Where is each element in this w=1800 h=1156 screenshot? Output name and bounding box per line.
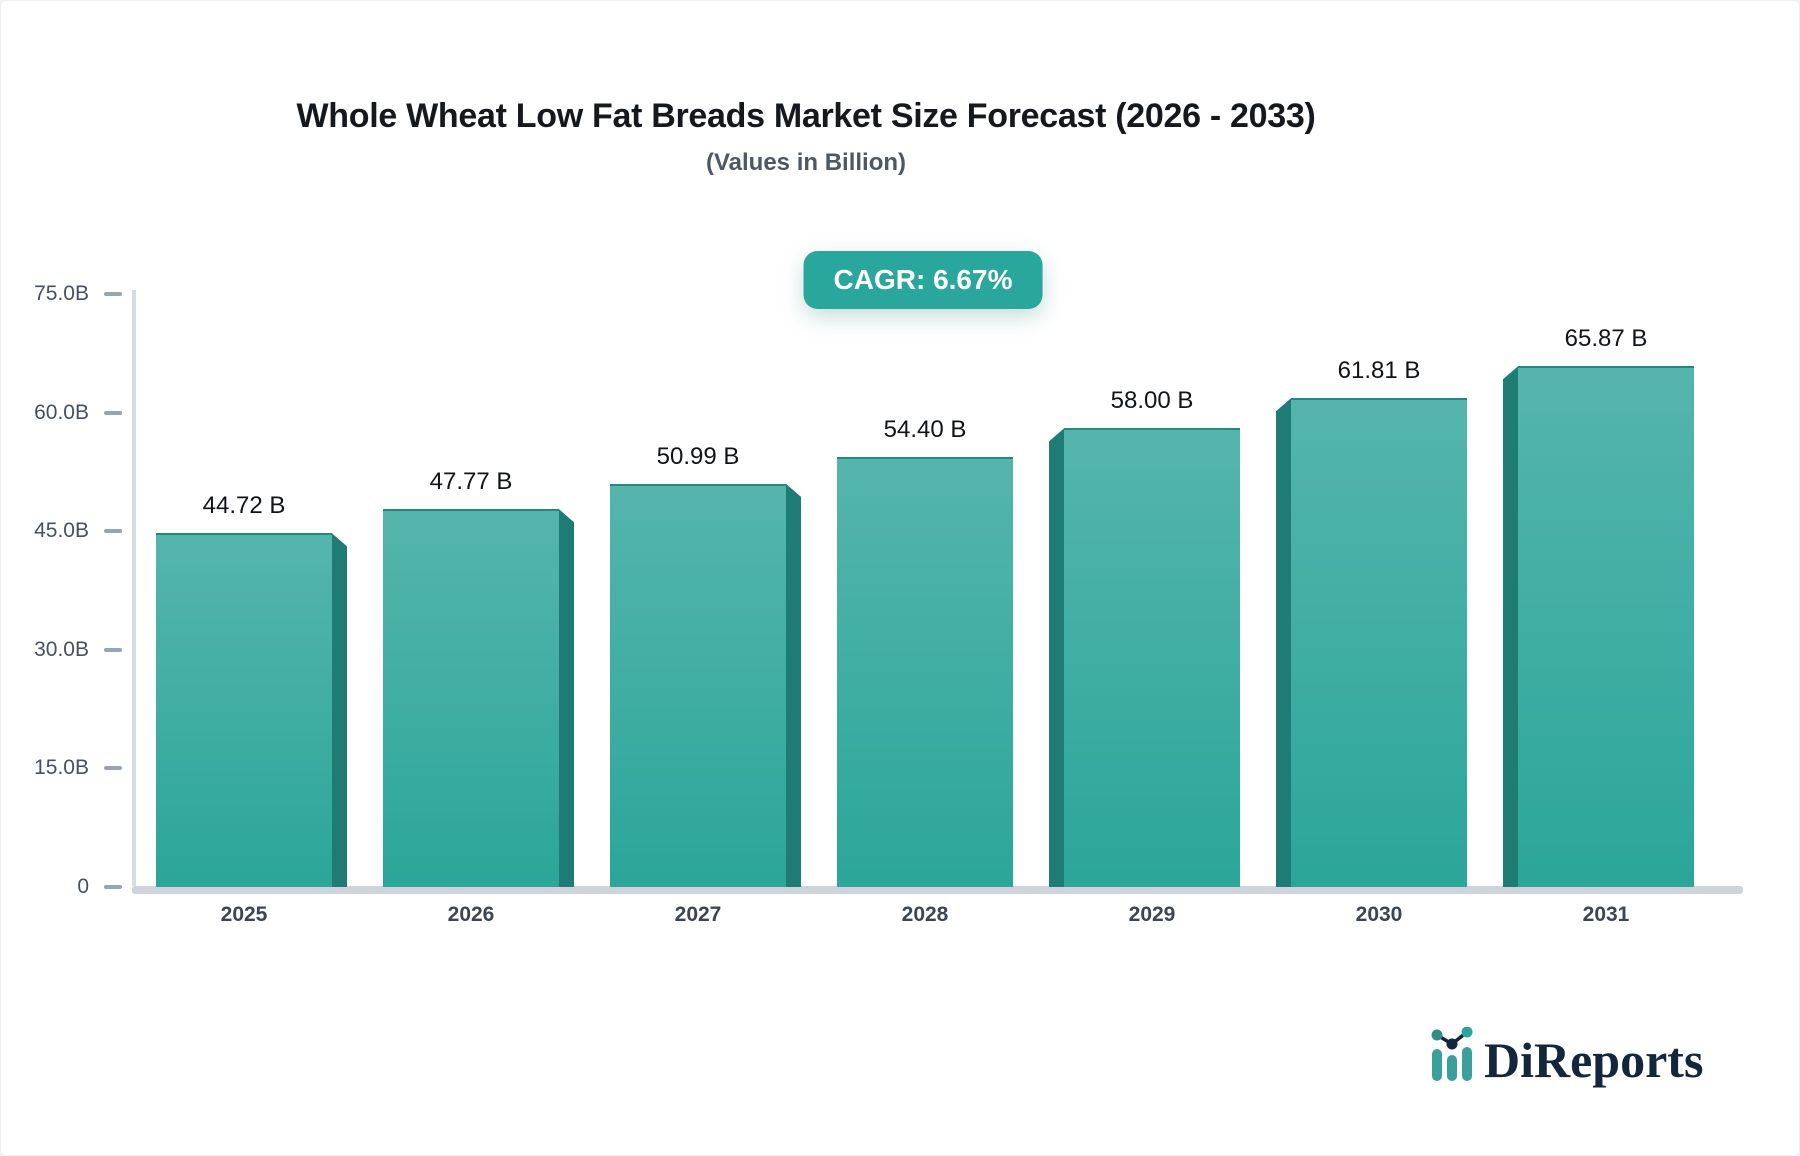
bar-side (786, 483, 801, 887)
direports-logo[interactable]: DiReports (1429, 1027, 1704, 1088)
x-axis-label: 2027 (674, 903, 722, 926)
y-tick-mark (104, 885, 122, 889)
bar-2028 (837, 456, 1013, 887)
bar-value-label: 61.81 B (1337, 357, 1421, 385)
y-tick-label: 0 (77, 875, 89, 898)
bar-2029 (1064, 428, 1240, 887)
y-tick-label: 45.0B (34, 519, 89, 543)
logo-text: DiReports (1484, 1032, 1704, 1088)
bar-2030 (1291, 398, 1467, 887)
y-tick-label: 60.0B (34, 400, 89, 424)
x-axis-line (132, 886, 1743, 894)
bar-value-label: 54.40 B (883, 415, 967, 443)
bar-value-label: 47.77 B (429, 468, 513, 496)
bar-side (1503, 366, 1518, 887)
chart-subtitle: (Values in Billion) (705, 149, 907, 176)
x-axis-label: 2028 (901, 903, 949, 926)
y-tick-label: 15.0B (34, 756, 89, 780)
chart-title: Whole Wheat Low Fat Breads Market Size F… (296, 97, 1316, 135)
bar-side (1276, 398, 1291, 887)
y-tick-mark (104, 292, 122, 296)
bar-2027 (610, 483, 786, 887)
y-tick-mark (104, 766, 122, 771)
bar-value-label: 65.87 B (1564, 325, 1648, 353)
y-tick-mark (104, 647, 122, 652)
y-tick-label: 75.0B (34, 282, 89, 305)
bar-value-label: 44.72 B (202, 492, 286, 520)
bar-2026 (383, 509, 559, 887)
bar-side (332, 533, 347, 887)
bar-side (1049, 428, 1064, 887)
bar-2031 (1518, 366, 1694, 887)
cagr-badge: CAGR: 6.67% (803, 251, 1043, 309)
x-axis-label: 2030 (1355, 903, 1403, 926)
y-tick-mark (104, 529, 122, 534)
bar-side (559, 509, 574, 887)
y-axis-line (132, 290, 136, 886)
x-axis-label: 2031 (1582, 903, 1630, 926)
x-axis-label: 2029 (1128, 903, 1176, 926)
x-axis-label: 2026 (447, 903, 495, 926)
y-tick-label: 30.0B (34, 637, 89, 661)
bar-value-label: 50.99 B (656, 442, 740, 470)
bar-chart-icon (1431, 1027, 1473, 1081)
bar-2025 (156, 533, 332, 887)
y-tick-mark (104, 410, 122, 415)
bar-value-label: 58.00 B (1110, 387, 1194, 415)
x-axis-label: 2025 (220, 903, 268, 926)
